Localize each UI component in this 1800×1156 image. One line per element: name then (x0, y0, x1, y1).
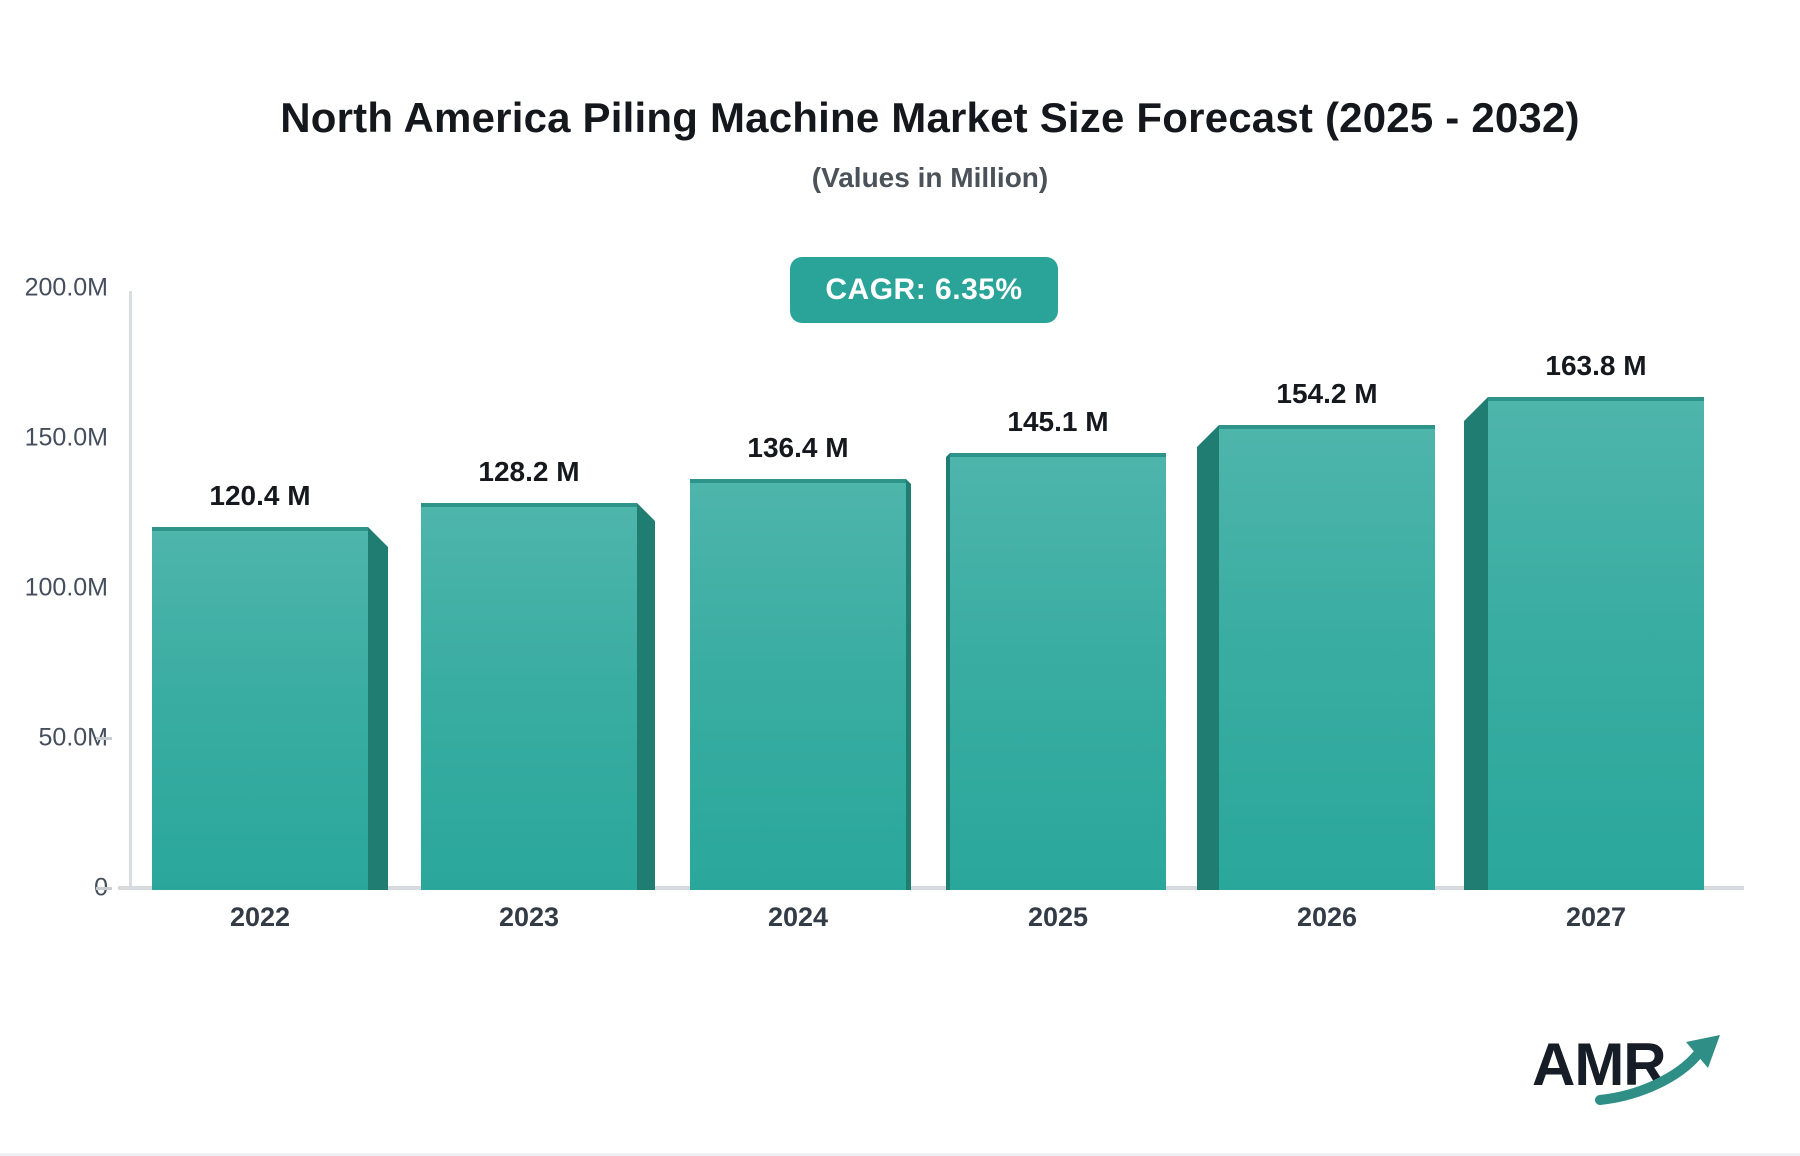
growth-arrow-icon (1595, 1035, 1720, 1105)
bar-value-label: 163.8 M (1545, 350, 1647, 381)
bar-2024-side-shadow (906, 479, 911, 890)
x-axis-category-label: 2026 (1296, 902, 1358, 932)
y-tick-mark (96, 887, 112, 890)
amr-logo: AMR (1532, 1030, 1742, 1116)
bar-2023 (421, 503, 637, 890)
bar-2025-side-shadow (946, 453, 950, 890)
cagr-badge: CAGR: 6.35% (790, 257, 1058, 323)
x-axis-category-label: 2023 (498, 902, 560, 932)
x-axis-category-label: 2025 (1027, 902, 1089, 932)
y-axis-line (129, 291, 132, 888)
chart-header: North America Piling Machine Market Size… (60, 94, 1800, 194)
x-axis-category-label: 2027 (1565, 902, 1627, 932)
bar-2022-side-shadow (368, 527, 388, 890)
bar-value-label: 136.4 M (747, 432, 849, 463)
y-tick-label: 0 (4, 874, 108, 903)
bar-2022 (152, 527, 368, 890)
bar-2026 (1219, 425, 1435, 890)
chart-subtitle: (Values in Million) (811, 162, 1049, 193)
bar-2027-side-shadow (1464, 397, 1488, 890)
x-axis-category-label: 2024 (767, 902, 829, 932)
bar-value-label: 128.2 M (478, 456, 580, 487)
chart-title: North America Piling Machine Market Size… (280, 94, 1580, 141)
bar-2025 (950, 453, 1166, 890)
x-axis-category-label: 2022 (229, 902, 291, 932)
page-bottom-edge (0, 1153, 1800, 1156)
bar-value-label: 154.2 M (1276, 378, 1378, 409)
y-tick-mark (96, 737, 112, 740)
x-axis-baseline (118, 886, 1744, 890)
bar-2027 (1488, 397, 1704, 890)
bar-value-label: 145.1 M (1007, 406, 1109, 437)
y-tick-label: 50.0M (38, 723, 108, 752)
bar-2024 (690, 479, 906, 890)
bar-2023-side-shadow (637, 503, 655, 890)
bar-2026-side-shadow (1197, 425, 1219, 890)
y-tick-label: 200.0M (24, 273, 108, 302)
y-tick-label: 100.0M (24, 573, 108, 602)
y-tick-label: 150.0M (24, 423, 108, 452)
bar-value-label: 120.4 M (209, 480, 311, 511)
